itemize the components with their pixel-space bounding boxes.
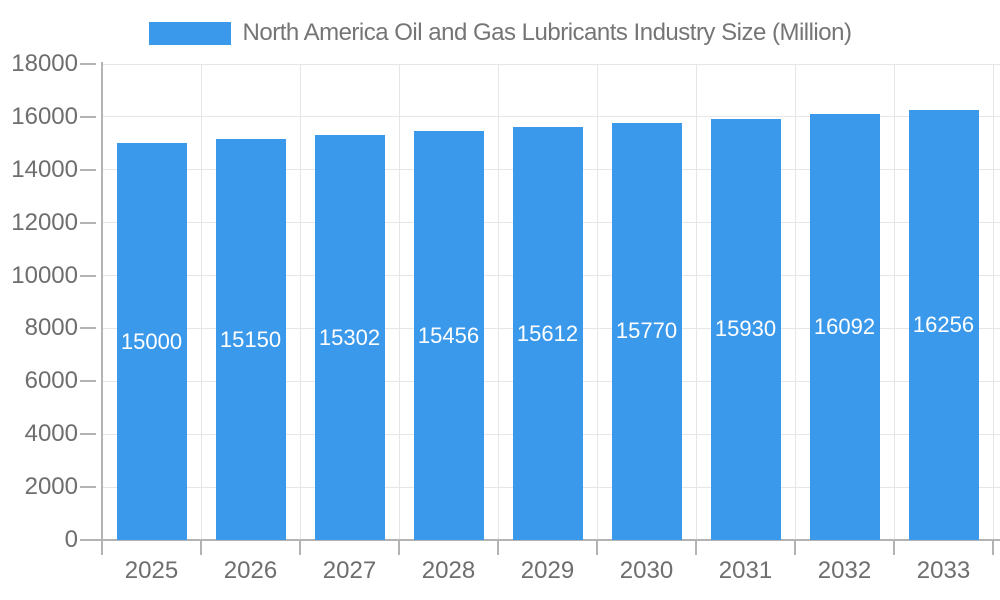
x-tick-label: 2027 <box>322 557 377 584</box>
y-tick-label: 18000 <box>11 50 78 77</box>
y-tick-label: 4000 <box>24 420 78 448</box>
x-tick-label: 2025 <box>124 557 179 584</box>
bar-value-label: 15612 <box>516 320 579 346</box>
x-tick <box>398 540 400 555</box>
x-tick-label: 2028 <box>421 557 476 584</box>
bar[interactable] <box>413 131 484 540</box>
gridline-v <box>794 64 796 540</box>
y-tick-label: 0 <box>64 526 78 553</box>
x-tick-label: 2026 <box>223 557 278 584</box>
gridline-v <box>299 64 301 540</box>
y-tick-label: 6000 <box>24 367 78 395</box>
legend-label: North America Oil and Gas Lubricants Ind… <box>242 19 852 46</box>
legend[interactable]: North America Oil and Gas Lubricants Ind… <box>0 18 1000 48</box>
x-tick <box>101 540 103 555</box>
y-tick-label: 14000 <box>11 155 78 183</box>
bar[interactable] <box>710 118 781 540</box>
bar[interactable] <box>809 114 880 540</box>
x-tick <box>200 540 202 555</box>
y-tick <box>80 274 96 277</box>
x-tick <box>596 540 598 555</box>
y-tick-label: 12000 <box>11 208 78 236</box>
y-tick-label: 8000 <box>24 314 78 342</box>
bar[interactable] <box>314 135 385 540</box>
gridline-v <box>695 64 697 540</box>
bar[interactable] <box>908 110 979 540</box>
gridline-v <box>596 64 598 540</box>
x-tick-label: 2033 <box>916 557 971 584</box>
bar-value-label: 15930 <box>714 316 777 342</box>
bar-value-label: 15456 <box>417 322 480 348</box>
bar-value-label: 15000 <box>120 328 183 354</box>
y-tick <box>80 433 96 436</box>
x-tick-label: 2031 <box>718 557 773 584</box>
bar-value-label: 15302 <box>318 324 381 350</box>
bar[interactable] <box>215 139 286 540</box>
bar-value-label: 16256 <box>912 312 975 338</box>
y-tick <box>80 63 96 65</box>
gridline-v <box>200 64 202 540</box>
y-axis-line <box>101 62 103 555</box>
gridline-v <box>893 64 895 540</box>
legend-swatch <box>148 21 231 45</box>
y-tick-label: 10000 <box>11 261 78 289</box>
bar-value-label: 15150 <box>219 326 282 352</box>
y-tick <box>80 486 96 489</box>
y-tick-label: 16000 <box>11 102 78 130</box>
x-tick <box>794 540 796 555</box>
bar[interactable] <box>611 122 682 540</box>
y-tick <box>80 327 96 330</box>
gridline-v <box>398 64 400 540</box>
y-tick <box>80 168 96 171</box>
y-tick-label: 2000 <box>24 473 78 501</box>
gridline-v <box>497 64 499 540</box>
bar-value-label: 16092 <box>813 314 876 340</box>
bar[interactable] <box>116 143 187 540</box>
x-axis-line <box>80 539 1000 541</box>
x-tick-label: 2032 <box>817 557 872 584</box>
x-tick <box>992 540 994 555</box>
x-tick <box>893 540 895 555</box>
x-tick <box>497 540 499 555</box>
gridline-v <box>992 64 994 540</box>
x-tick <box>299 540 301 555</box>
gridline-h <box>102 116 1000 118</box>
y-tick <box>80 115 96 118</box>
y-tick <box>80 221 96 224</box>
x-tick <box>695 540 697 555</box>
bar-value-label: 15770 <box>615 318 678 344</box>
gridline-h <box>102 63 1000 65</box>
x-tick-label: 2029 <box>520 557 575 584</box>
bar[interactable] <box>512 127 583 540</box>
y-tick <box>80 380 96 383</box>
x-tick-label: 2030 <box>619 557 674 584</box>
